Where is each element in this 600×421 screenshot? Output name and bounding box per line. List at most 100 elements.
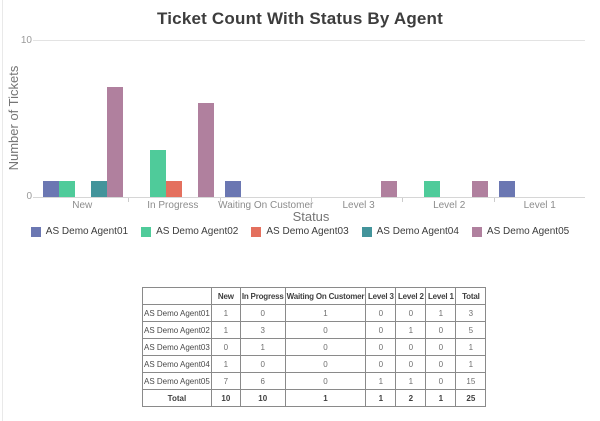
value-cell: 0 <box>425 372 457 390</box>
bar-slot <box>241 40 257 197</box>
bar[interactable] <box>380 181 397 197</box>
bar-slot <box>531 40 547 197</box>
bar[interactable] <box>423 181 440 197</box>
bar[interactable] <box>42 181 59 197</box>
window-edge-divider <box>2 0 3 421</box>
table-row: AS Demo Agent05 7 6 0 1 1 0 15 <box>142 372 487 390</box>
x-tick-label: Waiting On Customer <box>218 200 314 211</box>
value-cell: 0 <box>284 321 367 339</box>
value-cell: 7 <box>210 372 241 390</box>
value-cell: 0 <box>395 355 427 373</box>
bar-slot <box>515 40 531 197</box>
bar[interactable] <box>165 181 182 197</box>
x-axis-title: Status <box>292 209 330 224</box>
bar-group <box>494 40 585 197</box>
bar-slot <box>225 40 242 197</box>
bar[interactable] <box>90 181 107 197</box>
value-cell: 1 <box>365 372 397 390</box>
y-axis-title: Number of Tickets <box>6 65 21 171</box>
bar-slot <box>365 40 381 197</box>
value-cell: 0 <box>365 321 397 339</box>
row-label-cell: Total <box>142 389 212 407</box>
value-cell: 10 <box>210 389 241 407</box>
table-row: AS Demo Agent01 1 0 1 0 0 1 3 <box>142 304 487 322</box>
value-cell: 1 <box>425 304 457 322</box>
table-row: AS Demo Agent03 0 1 0 0 0 0 1 <box>142 338 487 356</box>
value-cell: 0 <box>284 338 367 356</box>
value-cell: 1 <box>395 321 427 339</box>
value-cell: 1 <box>210 355 241 373</box>
bar[interactable] <box>106 87 123 197</box>
axis-tick <box>311 198 312 202</box>
value-cell: 0 <box>425 338 457 356</box>
value-cell: 0 <box>365 338 397 356</box>
bar-slot <box>165 40 182 197</box>
value-cell: 0 <box>239 304 286 322</box>
y-tick-label-0: 0 <box>26 191 32 202</box>
legend-item[interactable]: AS Demo Agent05 <box>471 226 569 237</box>
bar-slot <box>471 40 488 197</box>
value-cell: 3 <box>239 321 286 339</box>
row-label-cell: AS Demo Agent04 <box>142 355 212 373</box>
bar-slot <box>273 40 289 197</box>
row-label-cell: AS Demo Agent03 <box>142 338 212 356</box>
legend-item[interactable]: AS Demo Agent01 <box>30 226 128 237</box>
value-cell: 1 <box>455 355 487 373</box>
value-cell: 2 <box>395 389 427 407</box>
x-tick-label: New <box>72 200 93 211</box>
legend: AS Demo Agent01 AS Demo Agent02 AS Demo Ag… <box>0 226 600 237</box>
value-cell: 5 <box>455 321 487 339</box>
bar-slot <box>289 40 305 197</box>
row-label-cell: AS Demo Agent05 <box>142 372 212 390</box>
bar[interactable] <box>225 181 242 197</box>
table-row: Total 10 10 1 1 2 1 25 <box>142 389 487 407</box>
bar[interactable] <box>197 102 214 197</box>
value-cell: 3 <box>455 304 487 322</box>
row-label-cell: AS Demo Agent02 <box>142 321 212 339</box>
legend-label: AS Demo Agent03 <box>266 226 349 237</box>
bar-slot <box>257 40 273 197</box>
legend-swatch <box>361 226 372 237</box>
legend-label: AS Demo Agent02 <box>156 226 239 237</box>
value-cell: 25 <box>455 389 487 407</box>
bar-slot <box>42 40 59 197</box>
bar-slot <box>349 40 365 197</box>
bar-slot <box>333 40 349 197</box>
legend-item[interactable]: AS Demo Agent04 <box>361 226 459 237</box>
bar[interactable] <box>149 149 166 197</box>
value-cell: 1 <box>210 321 241 339</box>
axis-tick <box>493 198 495 202</box>
value-cell: 1 <box>425 389 457 407</box>
value-cell: 0 <box>239 355 286 373</box>
x-axis-line <box>33 197 585 198</box>
value-cell: 0 <box>284 355 367 373</box>
summary-table: New In Progress Waiting On Customer Level 3… <box>142 287 487 407</box>
table-header-cell <box>142 287 212 305</box>
bar[interactable] <box>58 181 75 197</box>
x-axis-labels: New In Progress Waiting On Customer Level 3… <box>37 200 585 211</box>
bar[interactable] <box>499 181 516 197</box>
value-cell: 0 <box>395 338 427 356</box>
value-cell: 10 <box>239 389 286 407</box>
table-header-cell: In Progress <box>239 287 286 305</box>
legend-label: AS Demo Agent04 <box>376 226 459 237</box>
bar-slot <box>58 40 75 197</box>
value-cell: 0 <box>365 304 397 322</box>
legend-swatch <box>30 226 41 237</box>
x-tick-label: In Progress <box>147 200 199 211</box>
legend-item[interactable]: AS Demo Agent02 <box>141 226 238 237</box>
bar-slot <box>456 40 472 197</box>
table-row: AS Demo Agent02 1 3 0 0 1 0 5 <box>142 321 487 339</box>
legend-item[interactable]: AS Demo Agent03 <box>251 226 349 237</box>
table-header-cell: New <box>210 287 241 305</box>
value-cell: 1 <box>284 304 367 322</box>
page-title: Ticket Count With Status By Agent <box>156 9 443 28</box>
bars-area <box>37 40 585 197</box>
bar[interactable] <box>471 181 488 197</box>
value-cell: 0 <box>284 372 367 390</box>
bar-slot <box>134 40 150 197</box>
legend-swatch <box>141 226 152 237</box>
value-cell: 0 <box>395 304 427 322</box>
bar-group <box>220 40 311 197</box>
